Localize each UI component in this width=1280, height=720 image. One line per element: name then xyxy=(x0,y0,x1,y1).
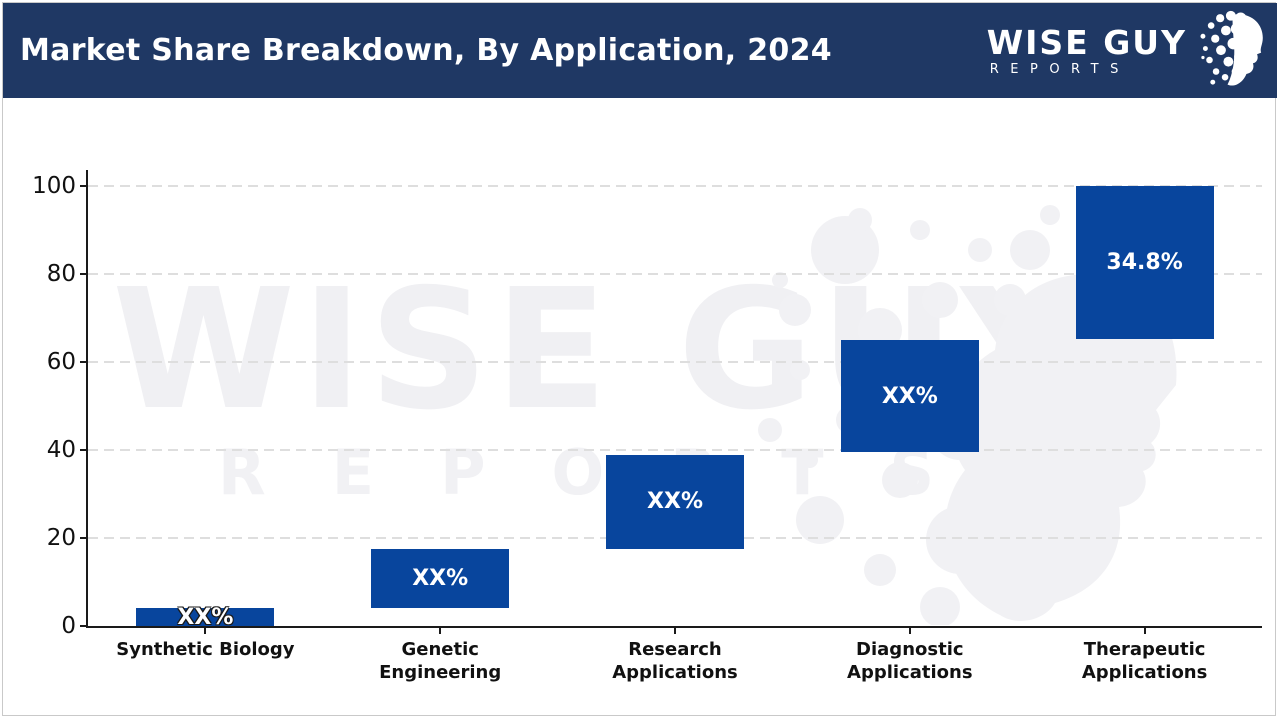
y-tick-mark-60 xyxy=(80,361,88,364)
y-tick-mark-0 xyxy=(80,625,88,627)
header-bar: Market Share Breakdown, By Application, … xyxy=(3,3,1277,98)
bar-value-label-1: XX% xyxy=(177,604,234,630)
y-tick-mark-80 xyxy=(80,273,88,276)
bar-value-label-4: XX% xyxy=(881,383,938,409)
x-tick-mark-3 xyxy=(674,626,676,634)
y-tick-label-100: 100 xyxy=(32,173,76,200)
logo-wordmark-top: WISE GUY xyxy=(986,23,1187,62)
logo-head-icon xyxy=(1200,10,1263,86)
y-tick-label-60: 60 xyxy=(46,349,76,376)
wise-guy-reports-logo: WISE GUY REPORTS xyxy=(987,7,1267,95)
x-category-label-4: Diagnostic Applications xyxy=(847,639,973,683)
gridline-100 xyxy=(88,185,1262,188)
bar-value-label-2: XX% xyxy=(412,566,469,592)
bar-3: XX% xyxy=(606,454,744,550)
bar-value-label-3: XX% xyxy=(647,489,703,515)
logo-wordmark: WISE GUY REPORTS xyxy=(987,26,1187,76)
y-tick-mark-20 xyxy=(80,537,88,540)
bar-value-label-5: 34.8% xyxy=(1106,250,1183,276)
bar-1: XX% xyxy=(136,605,275,630)
bar-4: XX% xyxy=(840,340,979,453)
x-tick-mark-5 xyxy=(1143,626,1146,634)
watermark-subtitle: REPORTS xyxy=(218,442,1000,504)
x-category-label-1: Synthetic Biology xyxy=(116,639,295,660)
bar-2: XX% xyxy=(371,549,510,609)
logo-wordmark-bottom: REPORTS xyxy=(989,62,1130,77)
gridline-80 xyxy=(88,273,1262,276)
x-axis-line xyxy=(86,626,1262,628)
x-category-label-2: Genetic Engineering xyxy=(379,639,502,683)
x-tick-mark-4 xyxy=(908,626,911,634)
y-axis-line xyxy=(86,170,88,628)
x-category-label-3: Research Applications xyxy=(612,639,738,683)
y-tick-label-20: 20 xyxy=(46,525,76,552)
gridline-40 xyxy=(88,449,1262,452)
x-category-label-5: Therapeutic Applications xyxy=(1081,639,1208,683)
y-tick-label-80: 80 xyxy=(46,261,76,288)
y-tick-mark-40 xyxy=(80,449,88,452)
chart-title: Market Share Breakdown, By Application, … xyxy=(20,33,832,68)
bar-5: 34.8% xyxy=(1075,186,1214,340)
x-tick-mark-2 xyxy=(439,626,442,634)
y-tick-mark-100 xyxy=(80,185,88,188)
gridline-60 xyxy=(88,361,1262,364)
x-tick-mark-1 xyxy=(204,626,207,634)
y-tick-label-40: 40 xyxy=(46,437,76,464)
y-tick-label-0: 0 xyxy=(61,613,76,639)
